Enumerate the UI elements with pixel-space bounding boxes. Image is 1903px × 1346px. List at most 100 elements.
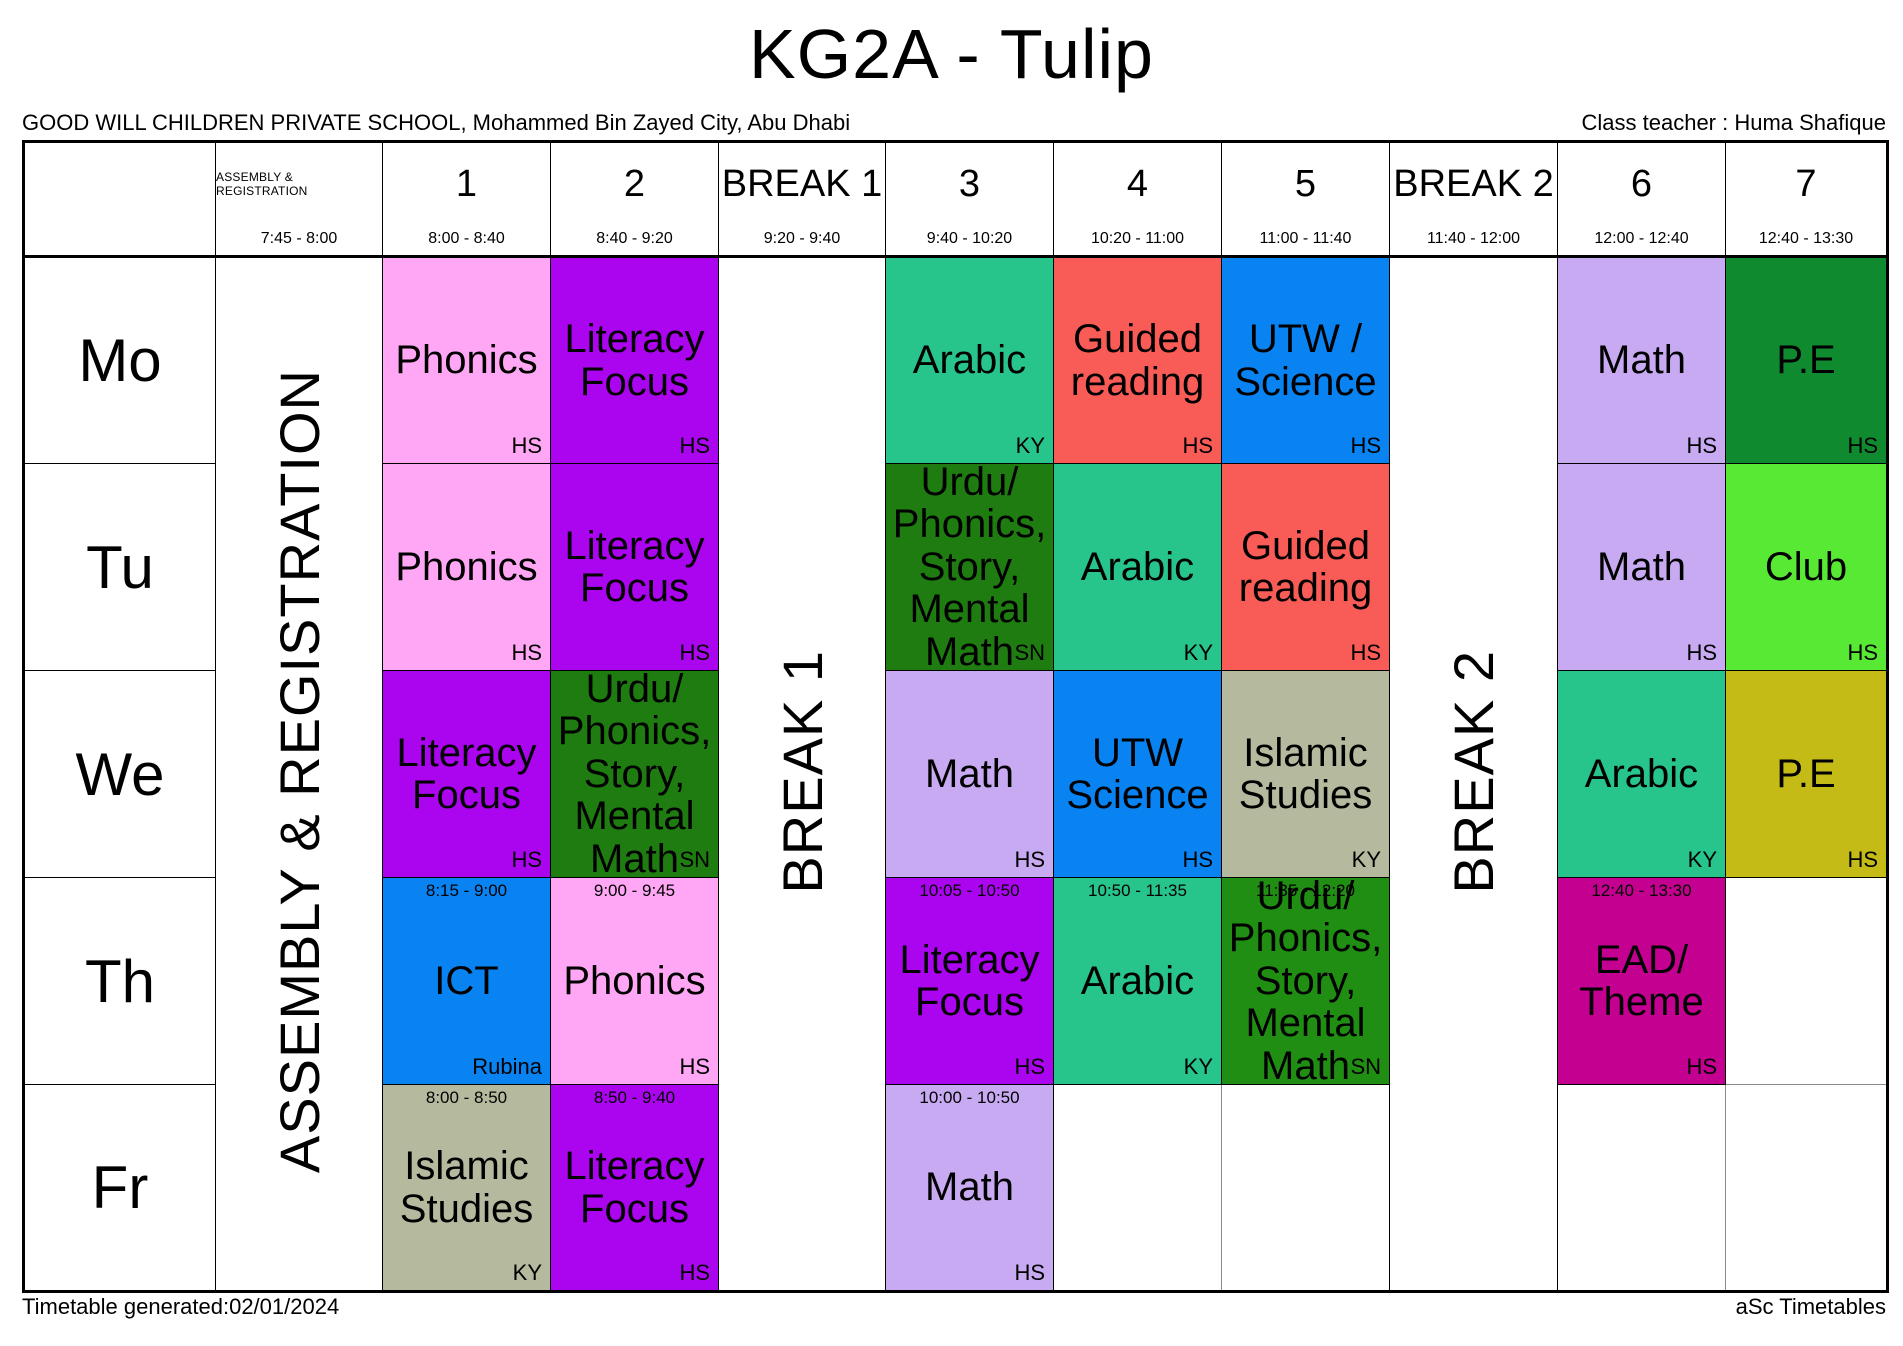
lesson-subject: Literacy Focus xyxy=(564,317,705,404)
lesson-we-7: P.E HS xyxy=(1725,670,1888,878)
lesson-tu-7: Club HS xyxy=(1725,463,1888,671)
lesson-subject: P.E xyxy=(1776,338,1836,383)
assembly-vertical-label: ASSEMBLY & REGISTRATION xyxy=(267,369,331,1174)
break1-vertical-label: BREAK 1 xyxy=(770,649,834,894)
lesson-subject: Guided reading xyxy=(1070,317,1205,404)
lesson-tu-2: Literacy Focus HS xyxy=(550,463,719,671)
period-time: 12:40 - 13:30 xyxy=(1758,230,1854,247)
break1-header: BREAK 1 9:20 - 9:40 xyxy=(718,141,886,258)
period-number: BREAK 2 xyxy=(1393,162,1554,205)
lesson-subject: Urdu/ Phonics, Story, Mental Math xyxy=(1228,878,1383,1084)
teacher-code: HS xyxy=(511,640,542,665)
lesson-subject: Phonics xyxy=(563,958,706,1003)
teacher-code: HS xyxy=(1847,433,1878,458)
period-header-5: 5 11:00 - 11:40 xyxy=(1221,141,1390,258)
lesson-th-4: 10:50 - 11:35 Arabic KY xyxy=(1053,877,1222,1085)
assembly-header-time: 7:45 - 8:00 xyxy=(260,230,338,247)
lesson-subject: Arabic xyxy=(912,338,1027,383)
lesson-subject: Guided reading xyxy=(1238,523,1373,610)
teacher-code: HS xyxy=(1686,1054,1717,1079)
lesson-subject: Phonics xyxy=(395,338,538,383)
class-teacher: Class teacher : Huma Shafique xyxy=(1581,110,1887,135)
teacher-code: HS xyxy=(1182,433,1213,458)
period-header-4: 4 10:20 - 11:00 xyxy=(1053,141,1222,258)
period-number: 6 xyxy=(1630,162,1653,205)
lesson-we-1: Literacy Focus HS xyxy=(382,670,551,878)
assembly-column: ASSEMBLY & REGISTRATION xyxy=(215,256,383,1292)
lesson-fr-3: 10:00 - 10:50 Math HS xyxy=(885,1084,1054,1292)
teacher-code: SN xyxy=(1014,640,1045,665)
row-thursday: Th 8:15 - 9:00 ICT Rubina 9:00 - 9:45 Ph… xyxy=(23,877,1888,1085)
lesson-time: 8:00 - 8:50 xyxy=(425,1088,508,1107)
teacher-code: HS xyxy=(1014,1054,1045,1079)
teacher-code: HS xyxy=(1686,640,1717,665)
row-monday: Mo ASSEMBLY & REGISTRATION Phonics HS Li… xyxy=(23,256,1888,1292)
period-number: 4 xyxy=(1126,162,1149,205)
period-number: BREAK 1 xyxy=(721,162,883,205)
lesson-time: 10:00 - 10:50 xyxy=(919,1088,1020,1107)
lesson-mo-2: Literacy Focus HS xyxy=(550,256,719,464)
break2-header: BREAK 2 11:40 - 12:00 xyxy=(1389,141,1558,258)
lesson-mo-3: Arabic KY xyxy=(885,256,1054,464)
lesson-fr-1: 8:00 - 8:50 Islamic Studies KY xyxy=(382,1084,551,1292)
lesson-subject: Math xyxy=(1597,338,1686,383)
period-header-7: 7 12:40 - 13:30 xyxy=(1725,141,1888,258)
lesson-fr-7 xyxy=(1725,1084,1888,1292)
period-time: 11:40 - 12:00 xyxy=(1426,230,1521,247)
lesson-subject: Urdu/ Phonics, Story, Mental Math xyxy=(892,464,1047,670)
lesson-fr-2: 8:50 - 9:40 Literacy Focus HS xyxy=(550,1084,719,1292)
row-tuesday: Tu Phonics HS Literacy Focus HS Urdu/ Ph… xyxy=(23,463,1888,671)
teacher-code: KY xyxy=(1351,847,1381,872)
row-friday: Fr 8:00 - 8:50 Islamic Studies KY 8:50 -… xyxy=(23,1084,1888,1292)
period-time: 12:00 - 12:40 xyxy=(1594,230,1689,247)
lesson-time: 8:15 - 9:00 xyxy=(425,881,508,900)
period-header-2: 2 8:40 - 9:20 xyxy=(550,141,719,258)
period-number: 3 xyxy=(958,162,981,205)
day-label-th: Th xyxy=(23,877,216,1085)
asc-timetables-credit: aSc Timetables xyxy=(1735,1294,1886,1319)
break1-column: BREAK 1 xyxy=(718,256,886,1292)
corner-cell xyxy=(23,141,216,258)
lesson-subject: EAD/ Theme xyxy=(1579,937,1704,1024)
period-number: 5 xyxy=(1294,162,1317,205)
teacher-code: SN xyxy=(1350,1054,1381,1079)
period-time: 9:20 - 9:40 xyxy=(763,230,841,247)
period-time: 8:40 - 9:20 xyxy=(596,230,673,247)
teacher-code: HS xyxy=(1014,1260,1045,1285)
footer: Timetable generated:02/01/2024 aSc Timet… xyxy=(22,1294,1886,1320)
lesson-subject: Arabic xyxy=(1584,751,1699,796)
header-row: ASSEMBLY & REGISTRATION 7:45 - 8:00 1 8:… xyxy=(23,141,1888,258)
day-label-fr: Fr xyxy=(23,1084,216,1292)
lesson-subject: Phonics xyxy=(395,544,538,589)
lesson-fr-5 xyxy=(1221,1084,1390,1292)
teacher-code: HS xyxy=(1350,433,1381,458)
lesson-fr-4 xyxy=(1053,1084,1222,1292)
lesson-mo-1: Phonics HS xyxy=(382,256,551,464)
period-number: 7 xyxy=(1795,162,1817,205)
period-time: 10:20 - 11:00 xyxy=(1090,230,1185,247)
lesson-subject: Literacy Focus xyxy=(564,1144,705,1231)
teacher-code: HS xyxy=(679,433,710,458)
lesson-th-5: 11:35 - 12:20 Urdu/ Phonics, Story, Ment… xyxy=(1221,877,1390,1085)
lesson-subject: UTW / Science xyxy=(1234,317,1377,404)
break2-column: BREAK 2 xyxy=(1389,256,1558,1292)
lesson-time: 12:40 - 13:30 xyxy=(1591,881,1692,900)
lesson-time: 11:35 - 12:20 xyxy=(1256,881,1355,900)
teacher-code: HS xyxy=(1686,433,1717,458)
lesson-th-2: 9:00 - 9:45 Phonics HS xyxy=(550,877,719,1085)
lesson-subject: Arabic xyxy=(1080,544,1195,589)
lesson-subject: Math xyxy=(925,751,1014,796)
period-header-1: 1 8:00 - 8:40 xyxy=(382,141,551,258)
period-header-6: 6 12:00 - 12:40 xyxy=(1557,141,1726,258)
lesson-subject: Urdu/ Phonics, Story, Mental Math xyxy=(557,671,712,877)
day-label-we: We xyxy=(23,670,216,878)
teacher-code: KY xyxy=(512,1260,542,1285)
lesson-we-5: Islamic Studies KY xyxy=(1221,670,1390,878)
lesson-th-7 xyxy=(1725,877,1888,1085)
lesson-tu-4: Arabic KY xyxy=(1053,463,1222,671)
lesson-tu-5: Guided reading HS xyxy=(1221,463,1390,671)
assembly-header: ASSEMBLY & REGISTRATION 7:45 - 8:00 xyxy=(215,141,383,258)
teacher-code: KY xyxy=(1183,1054,1213,1079)
break2-vertical-label: BREAK 2 xyxy=(1442,649,1505,894)
lesson-we-4: UTW Science HS xyxy=(1053,670,1222,878)
